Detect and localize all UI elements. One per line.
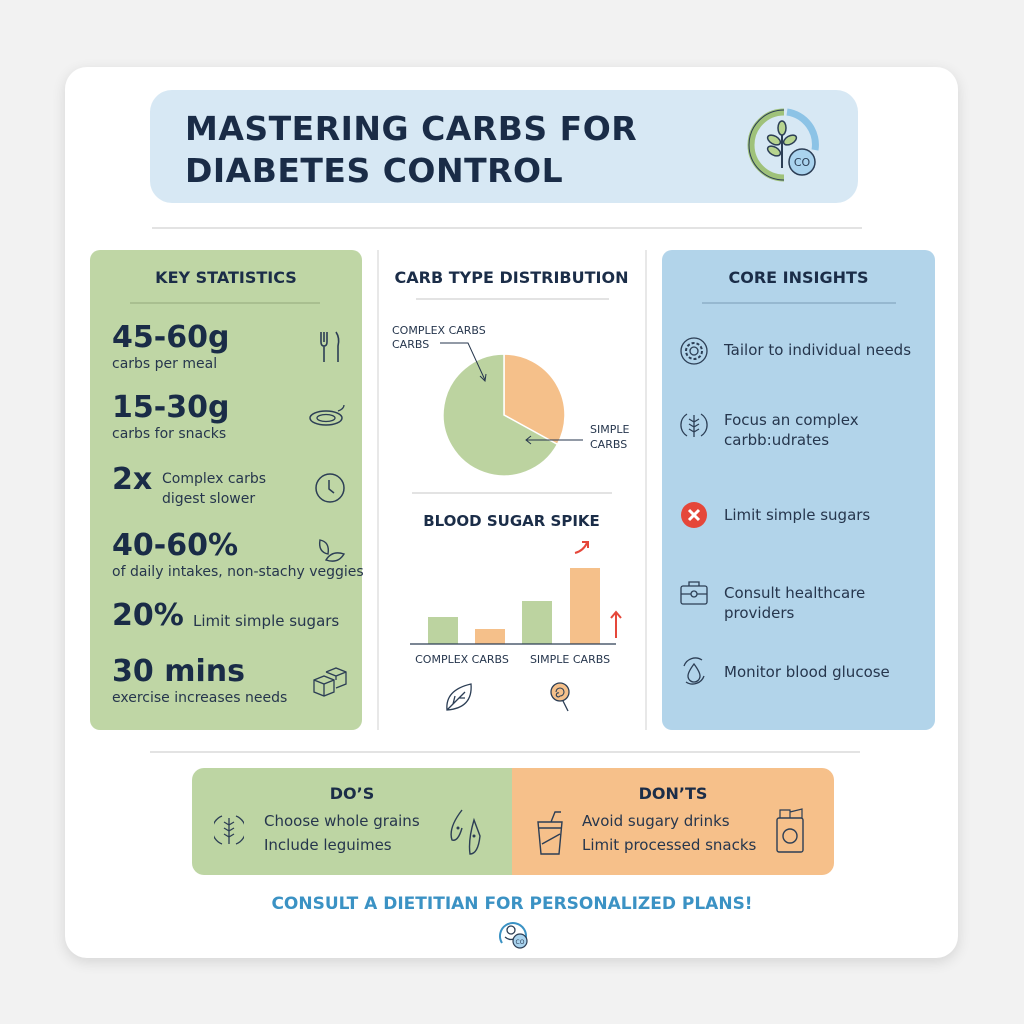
- core-insights-heading: CORE INSIGHTS: [728, 268, 869, 287]
- dont-item: Limit processed snacks: [582, 836, 757, 854]
- donts-panel: DON’TS Avoid sugary drinks Limit process…: [512, 768, 834, 875]
- dos-heading: DO’S: [329, 784, 375, 803]
- carb-type-pie-chart: COMPLEX CARBS CARBS: [392, 324, 583, 477]
- core-insights-panel: CORE INSIGHTS Tailor to individual needs…: [662, 250, 935, 730]
- title-line-2: DIABETES CONTROL: [185, 151, 564, 190]
- bar: [570, 568, 600, 644]
- page-title: MASTERING CARBS FOR DIABETES CONTROL: [185, 108, 637, 192]
- divider: [416, 298, 609, 300]
- key-statistics-panel: KEY STATISTICS 45-60g carbs per meal 15-…: [90, 250, 364, 730]
- stat-label: Complex carbs: [162, 471, 267, 487]
- insight-text: Limit simple sugars: [724, 506, 871, 524]
- stat-label: of daily intakes, non-stachy veggies: [112, 564, 364, 580]
- bar-chart-title: BLOOD SUGAR SPIKE: [423, 512, 600, 530]
- do-item: Include leguimes: [264, 836, 392, 854]
- stat-value: 45-60g: [112, 320, 230, 355]
- dont-item: Avoid sugary drinks: [582, 812, 730, 830]
- stat-value: 20%: [112, 598, 184, 633]
- dos-panel: DO’S Choose whole grains Include leguime…: [192, 768, 512, 875]
- pie-label-complex: COMPLEX CARBS CARBS: [392, 324, 486, 351]
- divider: [645, 250, 647, 730]
- stat-label: Limit simple sugars: [193, 612, 340, 630]
- x-circle-icon: [681, 502, 707, 528]
- pea-pod-icon: [450, 809, 481, 855]
- stat-value: 2x: [112, 462, 153, 497]
- title-banner: [150, 90, 858, 203]
- do-item: Choose whole grains: [264, 812, 420, 830]
- pie-chart-title: CARB TYPE DISTRIBUTION: [394, 268, 629, 287]
- insight-text: Tailor to individual needs: [724, 341, 912, 359]
- wheat-icon: [214, 815, 244, 845]
- fork-knife-icon: [320, 331, 340, 362]
- stat-value: 30 mins: [112, 654, 245, 689]
- dietitian-icon-text: CO: [516, 939, 525, 946]
- leaf-icon: [446, 683, 472, 711]
- divider: [150, 751, 860, 753]
- blood-sugar-bar-chart: COMPLEX CARBS SIMPLE CARBS: [410, 541, 622, 712]
- footer-call-to-action: CONSULT A DIETITIAN FOR PERSONALIZED PLA…: [271, 894, 753, 914]
- key-statistics-heading: KEY STATISTICS: [155, 268, 297, 287]
- title-line-1: MASTERING CARBS FOR: [185, 109, 638, 148]
- donts-heading: DON’TS: [638, 784, 708, 803]
- snack-bag-icon: [776, 808, 804, 853]
- category-label: COMPLEX CARBS: [415, 653, 509, 666]
- soda-cup-icon: [537, 811, 563, 855]
- divider: [130, 302, 320, 304]
- divider: [152, 227, 862, 229]
- divider: [377, 250, 379, 730]
- category-label: SIMPLE CARBS: [530, 653, 610, 666]
- insight-text: Consult healthcare providers: [724, 584, 866, 622]
- stat-value: 40-60%: [112, 528, 239, 563]
- stat-value: 15-30g: [112, 390, 230, 425]
- logo-text: CO: [794, 156, 811, 169]
- divider: [702, 302, 896, 304]
- plate-icon: [309, 404, 345, 426]
- bar: [475, 629, 505, 644]
- stat-label: carbs for snacks: [112, 426, 227, 442]
- lollipop-icon: [550, 682, 570, 712]
- pie-slice-simple: [503, 353, 566, 446]
- divider: [412, 492, 612, 494]
- spike-arrow-icon: [574, 541, 589, 554]
- insight-text: Monitor blood glucose: [724, 663, 890, 681]
- stat-label: digest slower: [162, 491, 256, 507]
- wheat-icon: [680, 413, 708, 437]
- wheat-co-logo-icon: CO: [747, 108, 819, 182]
- bar: [522, 601, 552, 644]
- stat-label: exercise increases needs: [112, 690, 288, 706]
- stat-label: carbs per meal: [112, 356, 218, 372]
- cubes-icon: [313, 667, 347, 697]
- insight-text: Focus an complex carbb:udrates: [724, 411, 859, 449]
- dietitian-icon: CO: [499, 922, 528, 949]
- pie-slice-complex: [442, 353, 559, 477]
- up-arrow-icon: [610, 610, 622, 638]
- pie-label-simple: SIMPLE CARBS: [590, 423, 630, 451]
- bar: [428, 617, 458, 644]
- gear-icon: [680, 337, 708, 365]
- medical-bag-icon: [680, 581, 708, 605]
- drop-cycle-icon: [683, 657, 705, 685]
- leaves-icon: [318, 539, 346, 562]
- clock-icon: [315, 473, 345, 503]
